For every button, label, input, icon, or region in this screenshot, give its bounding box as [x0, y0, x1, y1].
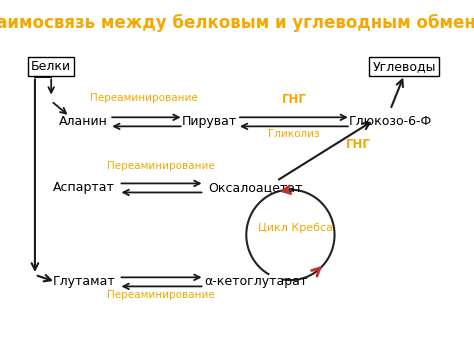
Text: Оксалоацетат: Оксалоацетат [209, 181, 303, 195]
Text: ГНГ: ГНГ [346, 138, 371, 151]
Text: ГНГ: ГНГ [282, 93, 307, 106]
Text: Аланин: Аланин [59, 115, 108, 129]
Text: Углеводы: Углеводы [373, 60, 436, 73]
Text: Переаминирование: Переаминирование [108, 161, 215, 171]
Text: Глутамат: Глутамат [52, 275, 115, 288]
Text: Гликолиз: Гликолиз [268, 130, 320, 140]
Text: Переаминирование: Переаминирование [108, 290, 215, 300]
Text: Глюкозо-6-Ф: Глюкозо-6-Ф [349, 115, 432, 129]
Text: Пируват: Пируват [182, 115, 237, 129]
Text: Аспартат: Аспартат [53, 181, 115, 195]
Text: Цикл Кребса: Цикл Кребса [257, 223, 333, 233]
Text: α-кетоглутарат: α-кетоглутарат [204, 275, 307, 288]
Text: Переаминирование: Переаминирование [90, 93, 198, 103]
Text: Белки: Белки [31, 60, 71, 73]
Text: Взаимосвязь между белковым и углеводным обменом: Взаимосвязь между белковым и углеводным … [0, 14, 474, 32]
